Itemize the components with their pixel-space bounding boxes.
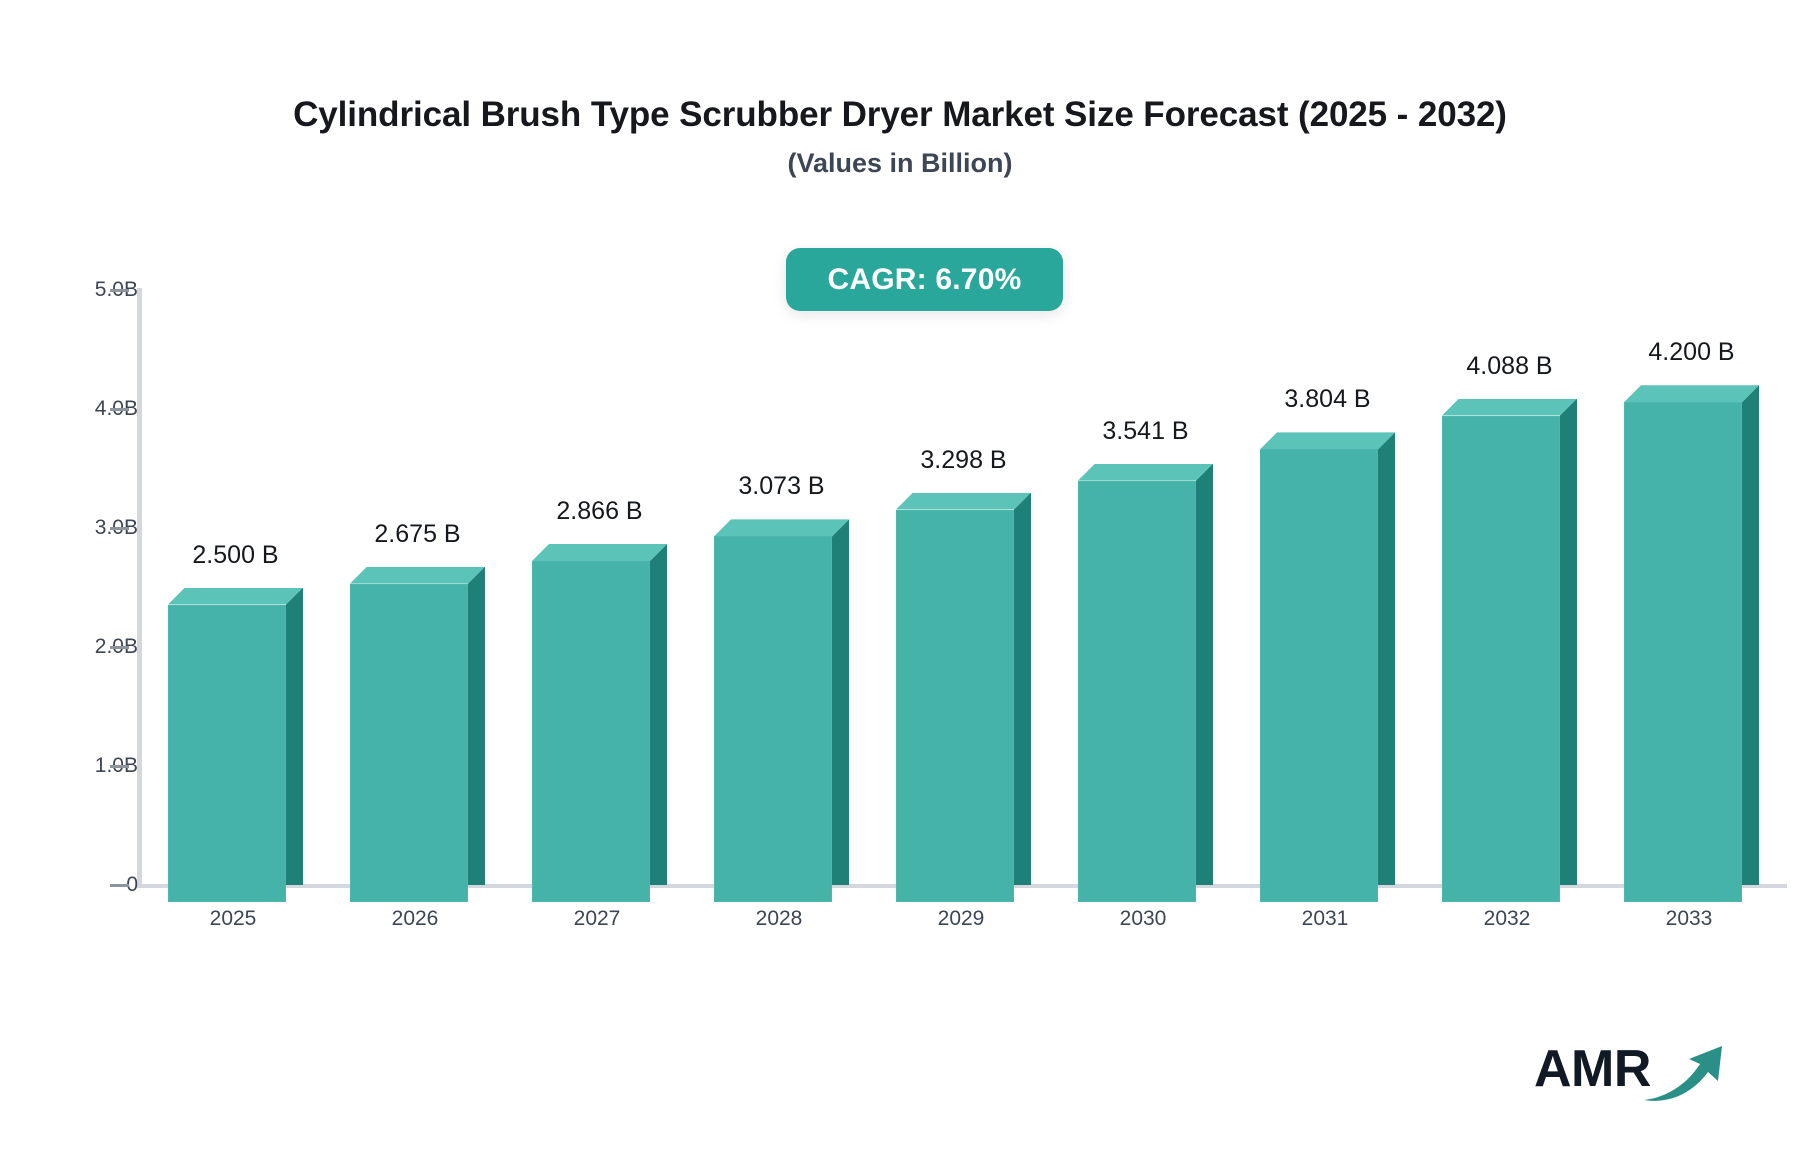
bar-front-face: [1078, 480, 1196, 902]
bar-value-label: 2.500 B: [192, 540, 279, 569]
bar-column[interactable]: [168, 587, 303, 902]
bar-top-face: [1624, 385, 1759, 403]
bar-front-face: [1260, 449, 1378, 902]
bar-side-face: [468, 566, 485, 885]
bar-column[interactable]: [350, 566, 485, 902]
bar-side-face: [650, 543, 667, 885]
y-axis-tick-label: 0: [126, 873, 138, 896]
x-axis-tick-label: 2029: [937, 907, 985, 930]
bar-value-label: 3.541 B: [1102, 416, 1189, 445]
x-axis-tick-label: 2033: [1665, 907, 1713, 930]
bar-side-face: [1196, 463, 1213, 885]
bar-top-face: [168, 587, 303, 605]
bar-side-face: [1014, 492, 1031, 885]
y-axis-tick-mark: [110, 884, 129, 887]
bar-front-face: [714, 536, 832, 902]
bar-top-face: [350, 566, 485, 584]
bar-column[interactable]: [1624, 385, 1759, 902]
bar-column[interactable]: [1442, 398, 1577, 902]
bar-side-face: [832, 519, 849, 885]
bar-side-face: [286, 587, 303, 885]
y-axis-line: [137, 288, 142, 888]
bar-value-label: 2.675 B: [374, 519, 461, 548]
y-axis-tick-mark: [110, 408, 129, 411]
bar-front-face: [1624, 402, 1742, 902]
bar-side-face: [1560, 398, 1577, 885]
bar-top-face: [1260, 432, 1395, 450]
y-axis-tick-mark: [110, 765, 129, 768]
bar-side-face: [1378, 432, 1395, 885]
bar-column[interactable]: [714, 519, 849, 902]
bar-front-face: [896, 509, 1014, 902]
bar-top-face: [714, 519, 849, 537]
chart-subtitle: (Values in Billion): [787, 148, 1013, 178]
bar-top-face: [532, 543, 667, 561]
growth-arrow-icon: [1644, 1046, 1722, 1101]
bar-top-face: [1078, 463, 1213, 481]
cagr-badge: CAGR: 6.70%: [786, 248, 1063, 311]
bar-column[interactable]: [532, 543, 667, 902]
bar-value-label: 3.073 B: [738, 472, 825, 501]
x-axis-tick-label: 2025: [209, 907, 257, 930]
bar-value-label: 3.298 B: [920, 445, 1007, 474]
chart-title: Cylindrical Brush Type Scrubber Dryer Ma…: [293, 95, 1507, 134]
bar-front-face: [350, 583, 468, 902]
y-axis-tick-mark: [110, 646, 129, 649]
x-axis-tick-label: 2031: [1301, 907, 1349, 930]
bar-top-face: [1442, 398, 1577, 416]
bar-front-face: [168, 604, 286, 902]
bar-top-face: [896, 492, 1031, 510]
bar-column[interactable]: [1260, 432, 1395, 902]
bar-side-face: [1742, 385, 1759, 885]
amr-logo-text: AMR: [1534, 1040, 1651, 1098]
bar-value-label: 2.866 B: [556, 496, 643, 525]
x-axis-tick-label: 2026: [391, 907, 439, 930]
bar-value-label: 4.088 B: [1466, 351, 1553, 380]
y-axis-tick-mark: [110, 527, 129, 530]
y-axis-tick-mark: [110, 289, 129, 292]
bar-value-label: 3.804 B: [1284, 385, 1371, 414]
x-axis-tick-label: 2032: [1483, 907, 1531, 930]
bar-front-face: [532, 560, 650, 902]
bar-front-face: [1442, 415, 1560, 902]
x-axis-tick-label: 2027: [573, 907, 621, 930]
x-axis-tick-label: 2028: [755, 907, 803, 930]
bar-value-label: 4.200 B: [1648, 338, 1735, 367]
amr-logo: AMR: [1534, 1038, 1724, 1114]
x-axis-tick-label: 2030: [1119, 907, 1167, 930]
bar-column[interactable]: [896, 492, 1031, 902]
bar-column[interactable]: [1078, 463, 1213, 902]
